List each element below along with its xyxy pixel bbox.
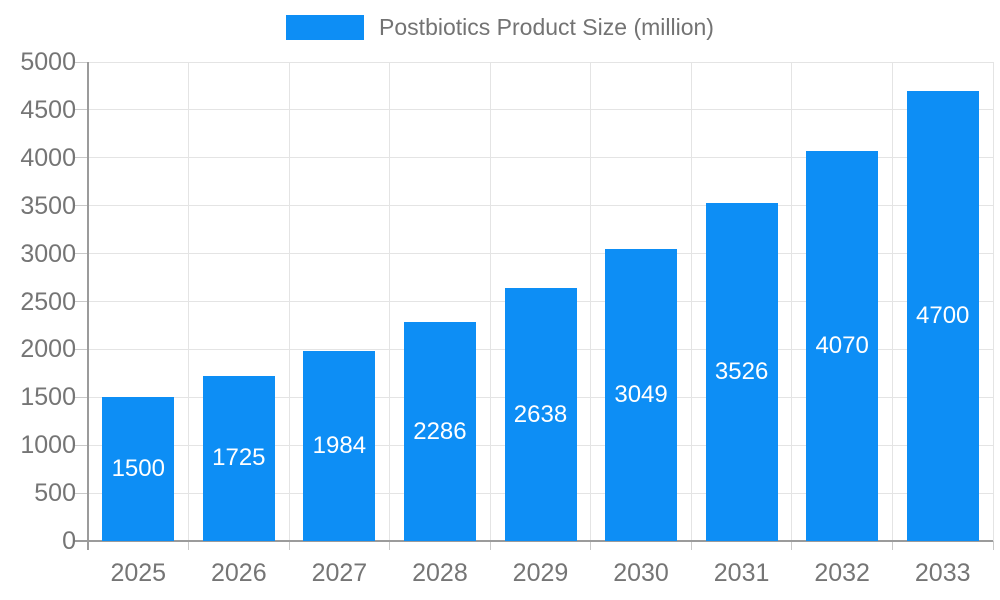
y-axis-label: 1500: [20, 383, 76, 412]
y-axis-label: 2500: [20, 287, 76, 316]
y-tick: [75, 348, 88, 350]
y-axis-label: 2000: [20, 335, 76, 364]
y-tick: [75, 301, 88, 302]
x-axis-label: 2025: [110, 559, 167, 587]
bar-value-label: 1725: [212, 444, 266, 472]
v-gridline: [389, 62, 391, 541]
y-axis-label: 3000: [20, 239, 76, 268]
y-tick: [75, 61, 88, 63]
x-axis-label: 2029: [512, 559, 569, 587]
bar-2032: [806, 151, 879, 541]
x-axis-label: 2028: [412, 559, 468, 587]
x-axis-line: [75, 540, 993, 542]
h-gridline: [88, 205, 993, 207]
x-tick: [188, 541, 190, 550]
h-gridline: [88, 61, 993, 63]
v-gridline: [188, 62, 190, 541]
y-tick: [75, 492, 88, 494]
bar-value-label: 3526: [714, 358, 769, 386]
legend-label: Postbiotics Product Size (million): [379, 14, 714, 40]
bar-value-label: 2286: [413, 417, 467, 445]
x-axis-label: 2032: [814, 559, 870, 587]
x-tick: [791, 541, 793, 550]
y-axis-label: 4500: [20, 95, 76, 124]
bar-2031: [705, 203, 778, 541]
v-gridline: [288, 62, 290, 541]
x-axis-label: 2033: [914, 559, 971, 587]
v-gridline: [489, 62, 491, 541]
y-axis-label: 0: [62, 527, 76, 555]
bar-value-label: 1984: [312, 431, 367, 459]
y-tick: [75, 396, 88, 398]
legend-swatch-icon: [286, 15, 365, 40]
bar-2025: [102, 397, 175, 541]
h-gridline: [88, 109, 993, 111]
bar-2030: [605, 248, 678, 541]
x-tick: [389, 541, 391, 550]
x-axis-label: 2026: [211, 559, 267, 587]
legend-item[interactable]: Postbiotics Product Size (million): [0, 14, 1000, 41]
v-gridline: [891, 62, 893, 541]
y-axis-label: 1000: [20, 431, 76, 460]
bar-value-label: 1500: [111, 455, 165, 483]
v-gridline: [690, 62, 692, 541]
y-axis-label: 5000: [20, 48, 76, 76]
v-gridline: [992, 62, 994, 541]
h-gridline: [88, 157, 993, 159]
x-axis-label: 2027: [311, 559, 368, 587]
y-tick: [75, 157, 88, 159]
x-tick: [288, 541, 290, 550]
x-tick: [590, 541, 592, 550]
y-tick: [75, 444, 88, 446]
y-tick: [75, 253, 88, 255]
v-gridline: [791, 62, 793, 541]
h-gridline: [88, 253, 993, 255]
bar-value-label: 2638: [513, 400, 568, 428]
y-axis-label: 3500: [20, 191, 76, 220]
x-tick: [690, 541, 692, 550]
bar-value-label: 4700: [916, 301, 970, 329]
bar-value-label: 4070: [815, 332, 869, 360]
y-tick: [75, 205, 88, 207]
y-axis-line: [87, 62, 89, 550]
bar-2029: [504, 288, 577, 541]
bar-2033: [906, 90, 979, 541]
y-axis-label: 4000: [20, 143, 76, 172]
x-tick: [891, 541, 893, 550]
y-axis-label: 500: [34, 479, 76, 508]
bar-2026: [202, 375, 275, 541]
y-tick: [75, 109, 88, 111]
bar-2028: [403, 322, 476, 541]
bar-2027: [303, 350, 376, 541]
x-tick: [992, 541, 994, 550]
x-tick: [489, 541, 491, 550]
x-axis-label: 2031: [713, 559, 770, 587]
bar-value-label: 3049: [614, 380, 668, 408]
v-gridline: [590, 62, 592, 541]
x-axis-label: 2030: [613, 559, 669, 587]
